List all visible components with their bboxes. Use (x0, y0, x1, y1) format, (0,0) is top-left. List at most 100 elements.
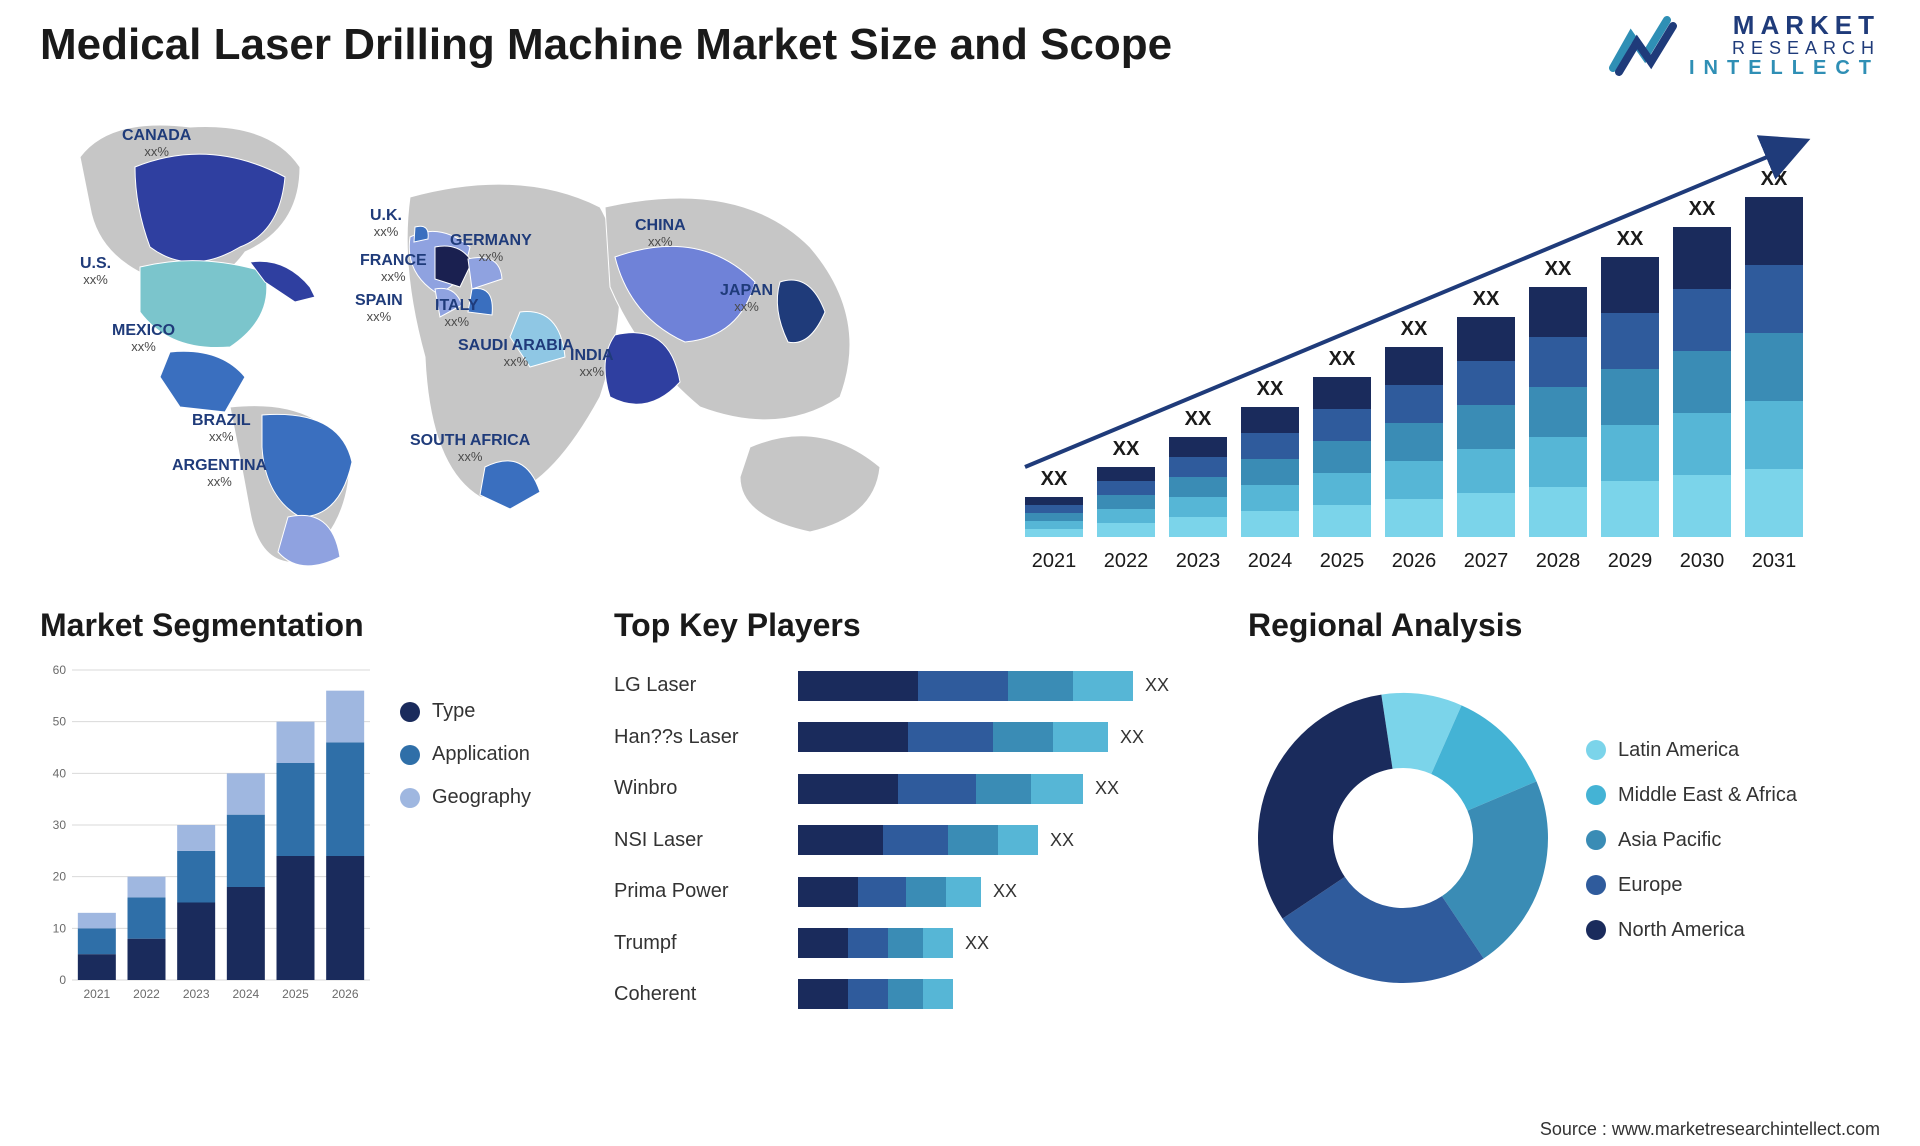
svg-text:2025: 2025 (282, 987, 309, 1001)
svg-text:XX: XX (1545, 258, 1572, 280)
svg-text:10: 10 (53, 922, 67, 936)
market-size-chart: XX2021XX2022XX2023XX2024XX2025XX2026XX20… (990, 97, 1880, 587)
svg-text:30: 30 (53, 818, 67, 832)
player-bar-row: XX (798, 928, 1214, 958)
player-value: XX (1050, 830, 1074, 851)
regional-title: Regional Analysis (1248, 607, 1880, 644)
svg-text:2024: 2024 (1248, 550, 1293, 572)
svg-text:XX: XX (1689, 198, 1716, 220)
player-bar-segment (888, 928, 923, 958)
map-country-label: CHINAxx% (635, 217, 686, 249)
player-bar-segment (906, 877, 946, 907)
map-country-label: INDIAxx% (570, 347, 614, 379)
map-country-label: GERMANYxx% (450, 232, 532, 264)
player-value: XX (1145, 675, 1169, 696)
svg-text:0: 0 (59, 973, 66, 987)
svg-text:XX: XX (1329, 348, 1356, 370)
player-bar-segment (1053, 722, 1108, 752)
svg-text:2026: 2026 (332, 987, 359, 1001)
map-country-label: SPAINxx% (355, 292, 403, 324)
player-label: LG Laser (614, 674, 774, 697)
player-bar (798, 825, 1038, 855)
svg-text:XX: XX (1113, 438, 1140, 460)
player-bar-segment (993, 722, 1053, 752)
svg-text:XX: XX (1041, 468, 1068, 490)
player-label: Han??s Laser (614, 726, 774, 749)
player-bar-segment (888, 979, 923, 1009)
regional-panel: Regional Analysis Latin AmericaMiddle Ea… (1248, 607, 1880, 1087)
svg-text:2023: 2023 (183, 987, 210, 1001)
svg-text:2031: 2031 (1752, 550, 1797, 572)
svg-text:XX: XX (1761, 168, 1788, 190)
map-country-label: U.K.xx% (370, 207, 402, 239)
logo-mark-icon (1609, 14, 1679, 78)
player-bar-segment (798, 979, 848, 1009)
player-bar-segment (798, 825, 883, 855)
player-bar (798, 928, 953, 958)
players-panel: Top Key Players LG LaserHan??s LaserWinb… (614, 607, 1214, 1087)
player-bar (798, 877, 981, 907)
svg-text:2023: 2023 (1176, 550, 1221, 572)
svg-text:2030: 2030 (1680, 550, 1725, 572)
player-bar-segment (848, 928, 888, 958)
player-bar-row (798, 979, 1214, 1009)
bottom-section: Market Segmentation 01020304050602021202… (40, 607, 1880, 1087)
map-country-label: BRAZILxx% (192, 412, 251, 444)
svg-text:XX: XX (1257, 378, 1284, 400)
svg-text:2022: 2022 (1104, 550, 1149, 572)
logo-line2: RESEARCH (1689, 39, 1880, 58)
player-value: XX (965, 933, 989, 954)
player-bar-segment (918, 671, 1008, 701)
player-bar-segment (848, 979, 888, 1009)
svg-text:50: 50 (53, 715, 67, 729)
player-bar-segment (858, 877, 906, 907)
player-bar (798, 979, 953, 1009)
map-country-label: JAPANxx% (720, 282, 773, 314)
svg-text:XX: XX (1473, 288, 1500, 310)
map-country-label: FRANCExx% (360, 252, 427, 284)
map-country-label: U.S.xx% (80, 255, 111, 287)
player-bar-segment (798, 774, 898, 804)
segmentation-legend: TypeApplicationGeography (400, 700, 531, 1020)
svg-text:2027: 2027 (1464, 550, 1509, 572)
player-bar (798, 722, 1108, 752)
regional-legend: Latin AmericaMiddle East & AfricaAsia Pa… (1586, 739, 1797, 942)
player-bar-segment (1031, 774, 1083, 804)
player-bar-row: XX (798, 825, 1214, 855)
top-section: CANADAxx% U.S.xx% MEXICOxx% BRAZILxx% ARGENT… (40, 97, 1880, 587)
player-value: XX (1095, 778, 1119, 799)
svg-text:2029: 2029 (1608, 550, 1653, 572)
player-bar-segment (798, 877, 858, 907)
map-country-label: MEXICOxx% (112, 322, 175, 354)
player-bar-segment (976, 774, 1031, 804)
player-bar-segment (798, 671, 918, 701)
world-map-panel: CANADAxx% U.S.xx% MEXICOxx% BRAZILxx% ARGENT… (40, 97, 960, 587)
header: Medical Laser Drilling Machine Market Si… (40, 20, 1880, 79)
map-country-label: ARGENTINAxx% (172, 457, 267, 489)
players-labels: LG LaserHan??s LaserWinbroNSI LaserPrima… (614, 660, 774, 1020)
map-country-label: SOUTH AFRICAxx% (410, 432, 530, 464)
player-value: XX (993, 881, 1017, 902)
source-attribution: Source : www.marketresearchintellect.com (1540, 1119, 1880, 1140)
page-title: Medical Laser Drilling Machine Market Si… (40, 20, 1172, 70)
player-label: Prima Power (614, 880, 774, 903)
player-bar-segment (946, 877, 981, 907)
logo-line1: MARKET (1689, 12, 1880, 39)
player-bar-row: XX (798, 671, 1214, 701)
player-bar (798, 671, 1133, 701)
map-country-label: CANADAxx% (122, 127, 191, 159)
player-bar-segment (798, 928, 848, 958)
svg-text:XX: XX (1401, 318, 1428, 340)
regional-legend-item: Latin America (1586, 739, 1797, 762)
player-bar-segment (883, 825, 948, 855)
segmentation-title: Market Segmentation (40, 607, 580, 644)
player-label: Trumpf (614, 932, 774, 955)
player-bar-segment (998, 825, 1038, 855)
player-label: Winbro (614, 777, 774, 800)
player-bar-segment (898, 774, 976, 804)
map-country-label: SAUDI ARABIAxx% (458, 337, 574, 369)
player-bar-segment (923, 928, 953, 958)
map-country-label: ITALYxx% (435, 297, 479, 329)
brand-logo: MARKET RESEARCH INTELLECT (1609, 12, 1880, 79)
svg-text:2022: 2022 (133, 987, 160, 1001)
